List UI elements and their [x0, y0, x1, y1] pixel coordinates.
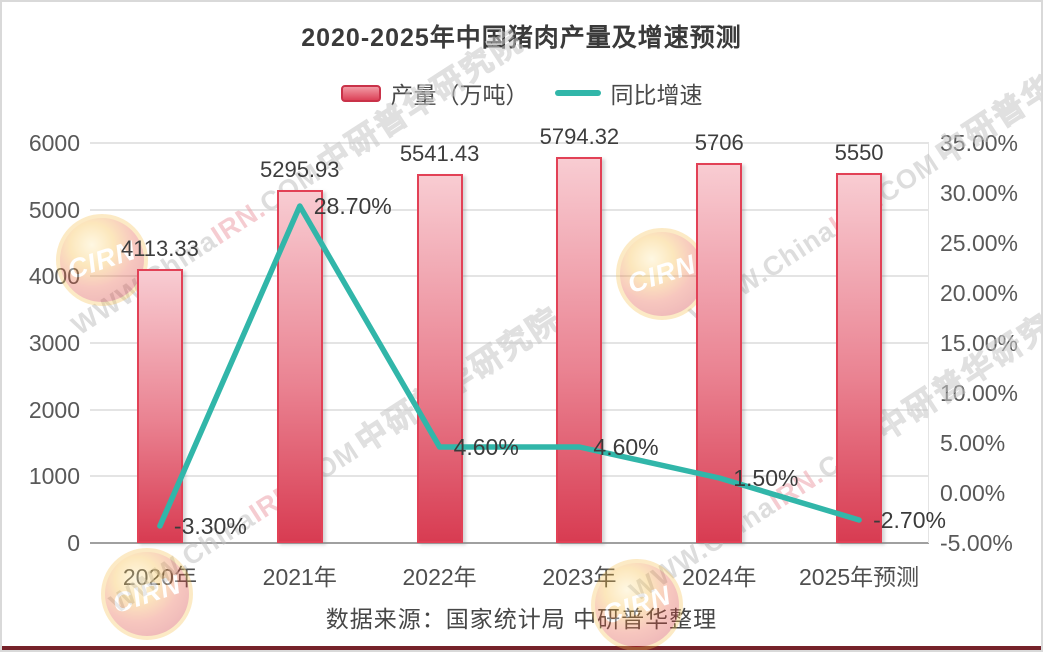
x-axis-label: 2025年预测	[798, 564, 920, 590]
legend-item-production: 产量（万吨）	[340, 76, 529, 110]
line-series-swatch	[554, 90, 601, 96]
y-axis-tick-right: -5.00%	[940, 530, 1013, 556]
gridline	[90, 208, 929, 211]
y-axis-tick-left: 5000	[28, 196, 80, 223]
x-axis-label: 2023年	[542, 564, 617, 590]
y-axis-tick-right: 15.00%	[940, 330, 1019, 356]
bar-value-label: 5550	[834, 140, 884, 165]
legend: 产量（万吨） 同比增速	[2, 76, 1041, 110]
growth-point-label: 28.70%	[313, 193, 392, 219]
y-axis-tick-left: 1000	[28, 463, 80, 490]
y-axis-tick-right: 30.00%	[940, 180, 1019, 206]
legend-label: 产量（万吨）	[390, 82, 529, 108]
growth-point-label: -3.30%	[173, 513, 247, 539]
x-axis-label: 2022年	[402, 564, 477, 590]
chart-title: 2020-2025年中国猪肉产量及增速预测	[301, 24, 742, 52]
bar-value-label: 5794.32	[539, 123, 620, 149]
bar	[556, 156, 603, 543]
y-axis-tick-left: 2000	[28, 396, 80, 423]
gridline	[90, 408, 929, 411]
y-axis-tick-left: 4000	[28, 263, 80, 290]
growth-point-label: 1.50%	[733, 465, 799, 491]
growth-point-label: 4.60%	[453, 434, 519, 460]
plot-area: 4113.33 5295.93 5541.43 5794.32 5706 5550 -3.3…	[90, 124, 946, 544]
growth-line	[157, 203, 862, 529]
bar-value-label: 5706	[694, 129, 744, 155]
gridline	[90, 475, 929, 478]
x-axis-line	[90, 542, 929, 544]
bar	[276, 189, 323, 543]
gridline	[90, 142, 929, 144]
bar	[416, 173, 463, 543]
footer-accent-bar	[2, 646, 1041, 650]
growth-point-label: 4.60%	[593, 434, 659, 460]
x-axis-label: 2024年	[682, 564, 757, 590]
bar-value-label: 5541.43	[399, 140, 480, 166]
gridline	[90, 342, 929, 344]
growth-point-label: -2.70%	[873, 507, 946, 533]
bar	[836, 173, 883, 543]
y-axis-tick-left: 0	[67, 530, 80, 556]
bar-value-label: 4113.33	[120, 235, 199, 261]
y-axis-tick-right: 0.00%	[940, 480, 1006, 506]
plot-right-edge	[928, 143, 929, 543]
bar-value-label: 5295.93	[259, 156, 340, 182]
y-axis-tick-right: 20.00%	[940, 280, 1019, 306]
y-axis-tick-right: 25.00%	[940, 230, 1019, 256]
source-note: 数据来源：国家统计局 中研普华整理	[325, 606, 718, 632]
y-axis-tick-right: 35.00%	[940, 130, 1019, 156]
y-axis-tick-right: 5.00%	[940, 430, 1006, 456]
x-axis-label: 2021年	[262, 564, 337, 590]
legend-item-growth: 同比增速	[554, 76, 703, 110]
x-axis-label: 2020年	[122, 564, 197, 590]
bar-series-swatch	[340, 84, 381, 102]
y-axis-tick-left: 3000	[28, 330, 80, 356]
legend-label: 同比增速	[610, 82, 703, 108]
y-axis-tick-left: 6000	[28, 130, 80, 156]
gridline	[90, 275, 929, 278]
y-axis-tick-right: 10.00%	[940, 380, 1019, 406]
